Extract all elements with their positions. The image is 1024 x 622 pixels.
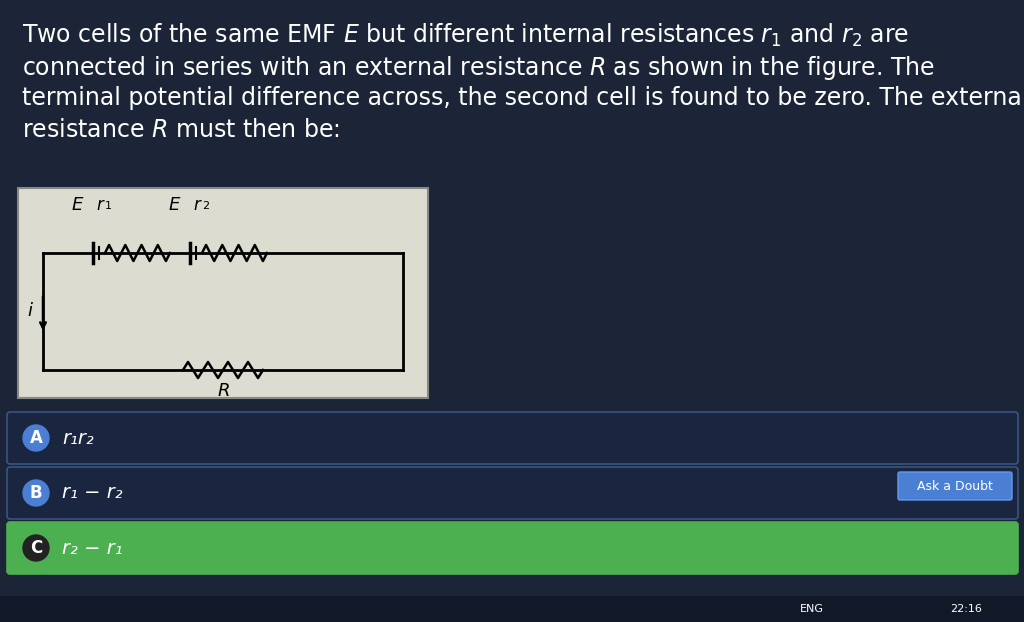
Text: A: A [30,429,42,447]
Text: ENG: ENG [800,604,824,614]
Circle shape [23,535,49,561]
Text: 2: 2 [202,201,209,211]
Text: connected in series with an external resistance $\it{R}$ as shown in the figure.: connected in series with an external res… [22,54,935,82]
Text: $\it{E}$: $\it{E}$ [168,196,181,214]
Text: $\it{R}$: $\it{R}$ [217,382,229,400]
Text: $\it{E}$: $\it{E}$ [71,196,84,214]
Bar [0,596,1024,622]
Bar [18,188,428,398]
Text: Ask a Doubt: Ask a Doubt [918,480,993,493]
Text: terminal potential difference across, the second cell is found to be zero. The e: terminal potential difference across, th… [22,86,1024,110]
Text: r₁r₂: r₁r₂ [62,429,94,447]
Text: $\it{r}$: $\it{r}$ [193,196,203,214]
Text: 22:16: 22:16 [950,604,982,614]
FancyBboxPatch shape [7,522,1018,574]
FancyBboxPatch shape [7,467,1018,519]
Text: B: B [30,484,42,502]
Circle shape [23,425,49,451]
Text: r₁ − r₂: r₁ − r₂ [62,483,123,503]
Text: C: C [30,539,42,557]
Text: r₂ − r₁: r₂ − r₁ [62,539,123,557]
FancyBboxPatch shape [898,472,1012,500]
Text: resistance $\it{R}$ must then be:: resistance $\it{R}$ must then be: [22,118,340,142]
Text: Two cells of the same EMF $\it{E}$ but different internal resistances $\it{r_1}$: Two cells of the same EMF $\it{E}$ but d… [22,22,909,49]
Text: $\it{i}$: $\it{i}$ [27,302,34,320]
Text: $\it{r}$: $\it{r}$ [96,196,105,214]
FancyBboxPatch shape [7,412,1018,464]
Circle shape [23,480,49,506]
Text: 1: 1 [105,201,112,211]
